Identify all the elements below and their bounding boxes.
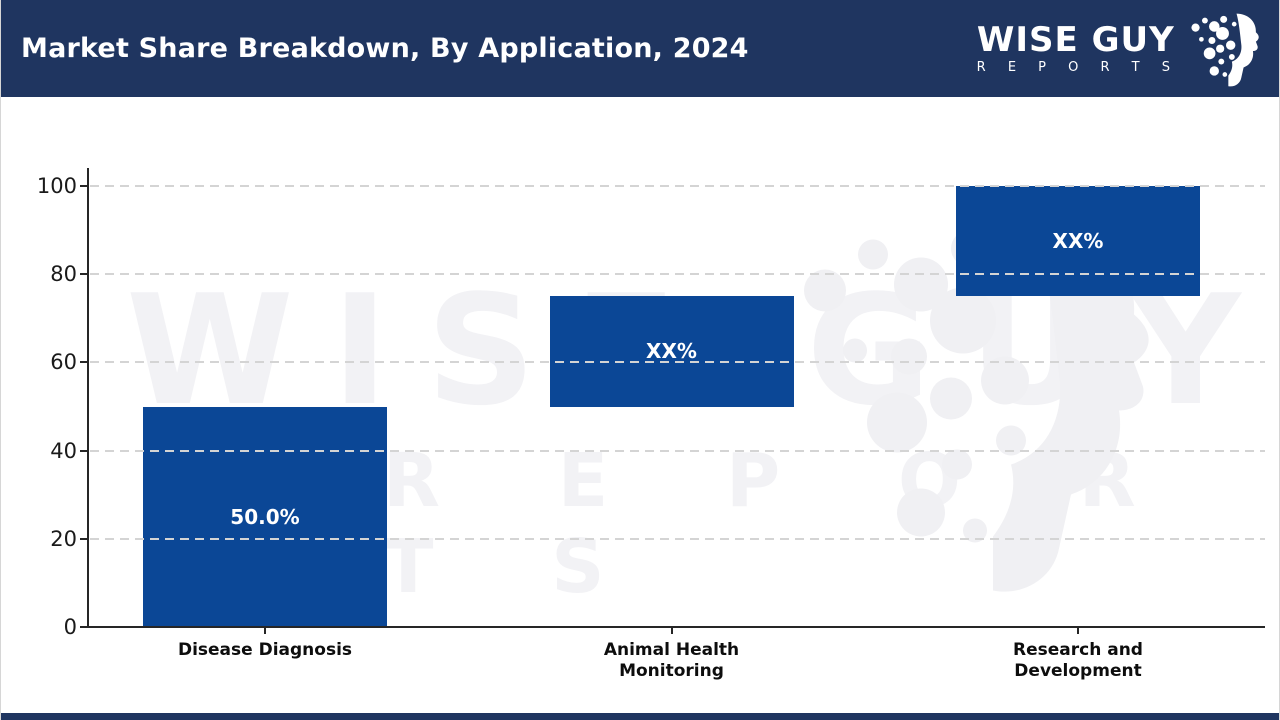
- bar-2: [956, 186, 1200, 297]
- logo-text: WISE GUY R E P O R T S: [973, 23, 1179, 74]
- logo-wiseguy-label: WISE GUY: [976, 20, 1175, 60]
- x-axis-tick-mark: [670, 628, 673, 634]
- header-bar: Market Share Breakdown, By Application, …: [1, 0, 1279, 97]
- bar-value-label: XX%: [646, 339, 697, 364]
- y-axis-tick-label: 80: [50, 262, 77, 287]
- gridline: [90, 537, 1265, 540]
- footer-bar: [1, 713, 1279, 720]
- wiseguy-logo: WISE GUY R E P O R T S: [973, 9, 1267, 89]
- bar-1: [549, 296, 794, 407]
- bar-value-label: 50.0%: [230, 504, 300, 529]
- logo-reports-label: R E P O R T S: [976, 60, 1179, 75]
- y-axis-tick-mark: [80, 361, 87, 364]
- y-axis-tick-mark: [80, 273, 87, 276]
- x-axis-tick-mark: [1077, 628, 1079, 634]
- y-axis-tick-label: 40: [50, 438, 77, 463]
- y-axis-tick-label: 20: [50, 526, 77, 551]
- page-title: Market Share Breakdown, By Application, …: [21, 33, 749, 64]
- bar-0: [143, 406, 387, 627]
- y-axis-tick-mark: [80, 185, 87, 187]
- y-axis-tick-mark: [80, 449, 87, 452]
- y-axis-tick-mark: [80, 537, 87, 540]
- x-axis-category-label: Disease Diagnosis: [177, 640, 353, 660]
- y-axis-tick-label: 0: [63, 615, 77, 639]
- gridline: [90, 361, 1265, 364]
- x-axis-category-label: Research and Development: [1013, 640, 1143, 681]
- x-axis-category-label: Animal Health Monitoring: [603, 640, 740, 681]
- gridline: [90, 185, 1265, 187]
- y-axis-line: [87, 168, 89, 628]
- y-axis-tick-label: 60: [50, 350, 77, 375]
- x-axis-tick-mark: [264, 628, 266, 634]
- logo-face-icon: [1191, 13, 1259, 86]
- gridline: [90, 449, 1265, 452]
- gridline: [90, 273, 1265, 276]
- y-axis-tick-mark: [80, 626, 87, 628]
- x-axis-line: [87, 626, 1265, 628]
- y-axis-tick-label: 100: [36, 174, 77, 198]
- bar-value-label: XX%: [1052, 229, 1104, 254]
